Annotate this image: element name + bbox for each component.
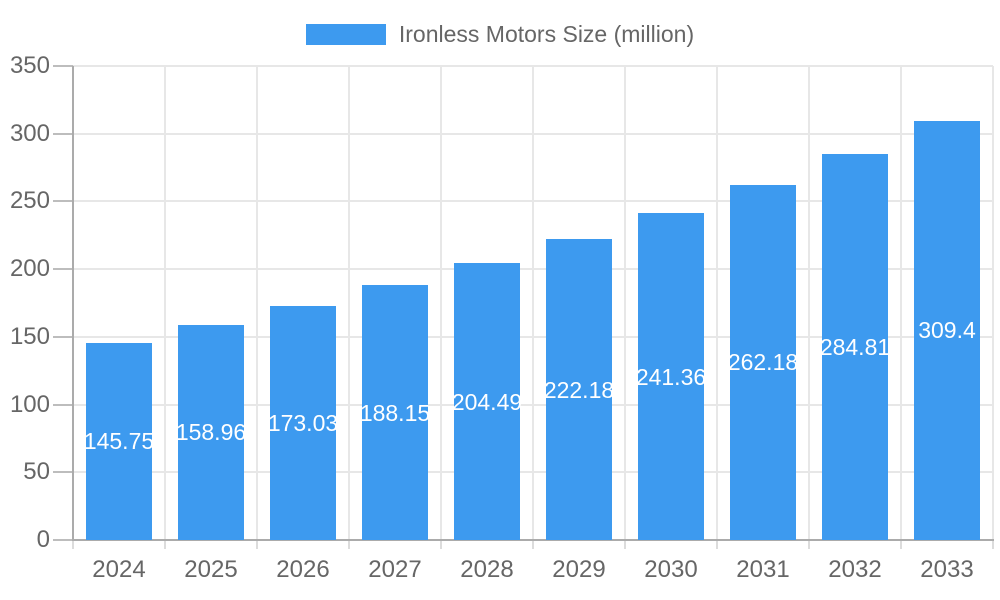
gridline-horizontal — [73, 200, 993, 203]
x-axis-tick-label: 2026 — [276, 556, 330, 583]
x-axis-tick — [624, 540, 626, 549]
x-axis-tick-label: 2031 — [736, 556, 790, 583]
bar[interactable] — [270, 305, 336, 540]
x-axis-tick — [808, 540, 810, 549]
y-axis-tick — [53, 268, 73, 271]
y-axis-tick-label: 350 — [9, 52, 50, 79]
gridline-horizontal — [73, 335, 993, 338]
y-axis-tick — [53, 200, 73, 203]
y-axis-tick — [53, 335, 73, 338]
gridline-vertical — [992, 66, 994, 540]
gridline-vertical — [900, 66, 902, 540]
x-axis-tick-label: 2029 — [552, 556, 606, 583]
gridline-horizontal — [73, 132, 993, 135]
y-axis-tick — [53, 539, 73, 541]
y-axis-tick-label: 300 — [9, 119, 50, 147]
x-axis-tick — [256, 540, 258, 549]
gridline-horizontal — [73, 471, 993, 474]
gridline-vertical — [348, 66, 350, 540]
bar[interactable] — [822, 154, 888, 540]
x-axis-tick — [992, 540, 994, 549]
y-axis-tick — [53, 132, 73, 135]
gridline-horizontal — [73, 268, 993, 271]
x-axis-tick — [716, 540, 718, 549]
y-axis-tick-label: 0 — [36, 526, 50, 553]
x-axis-tick — [348, 540, 350, 549]
gridline-vertical — [256, 66, 258, 540]
y-axis-tick-label: 100 — [9, 390, 50, 418]
gridline-vertical — [716, 66, 718, 540]
x-axis-tick — [440, 540, 442, 549]
legend-item[interactable]: Ironless Motors Size (million) — [305, 20, 695, 48]
legend: Ironless Motors Size (million) — [0, 18, 1000, 50]
bar[interactable] — [362, 285, 428, 540]
gridline-horizontal — [73, 403, 993, 406]
x-axis-tick-label: 2030 — [644, 556, 698, 583]
x-axis-tick-label: 2027 — [368, 556, 422, 583]
bar[interactable] — [178, 324, 244, 540]
gridline-vertical — [532, 66, 534, 540]
legend-swatch-icon — [305, 23, 386, 45]
gridline-horizontal — [73, 65, 993, 67]
bar[interactable] — [86, 342, 152, 540]
legend-label: Ironless Motors Size (million) — [398, 20, 695, 47]
bar[interactable] — [914, 120, 980, 540]
bar[interactable] — [546, 239, 612, 540]
x-axis-tick-label: 2024 — [92, 556, 146, 583]
y-axis-tick-label: 250 — [9, 187, 50, 215]
x-axis-line — [72, 539, 994, 541]
y-axis-line — [72, 66, 74, 540]
y-axis-tick — [53, 403, 73, 406]
y-axis-tick — [53, 65, 73, 67]
gridline-vertical — [624, 66, 626, 540]
x-axis-tick — [532, 540, 534, 549]
y-axis-tick-label: 150 — [9, 322, 50, 350]
x-axis-tick-label: 2032 — [828, 556, 882, 583]
bar[interactable] — [730, 184, 796, 540]
y-axis-tick — [53, 471, 73, 474]
gridline-vertical — [808, 66, 810, 540]
x-axis-tick-label: 2025 — [184, 556, 238, 583]
bar[interactable] — [454, 263, 520, 540]
y-axis-tick-label: 50 — [23, 458, 50, 486]
x-axis-tick-label: 2028 — [460, 556, 514, 583]
gridline-vertical — [164, 66, 166, 540]
y-axis-tick-label: 200 — [9, 255, 50, 283]
x-axis-tick-label: 2033 — [920, 556, 974, 583]
gridline-vertical — [440, 66, 442, 540]
x-axis-tick — [900, 540, 902, 549]
bar[interactable] — [638, 213, 704, 540]
x-axis-tick — [164, 540, 166, 549]
x-axis-tick — [72, 540, 74, 549]
